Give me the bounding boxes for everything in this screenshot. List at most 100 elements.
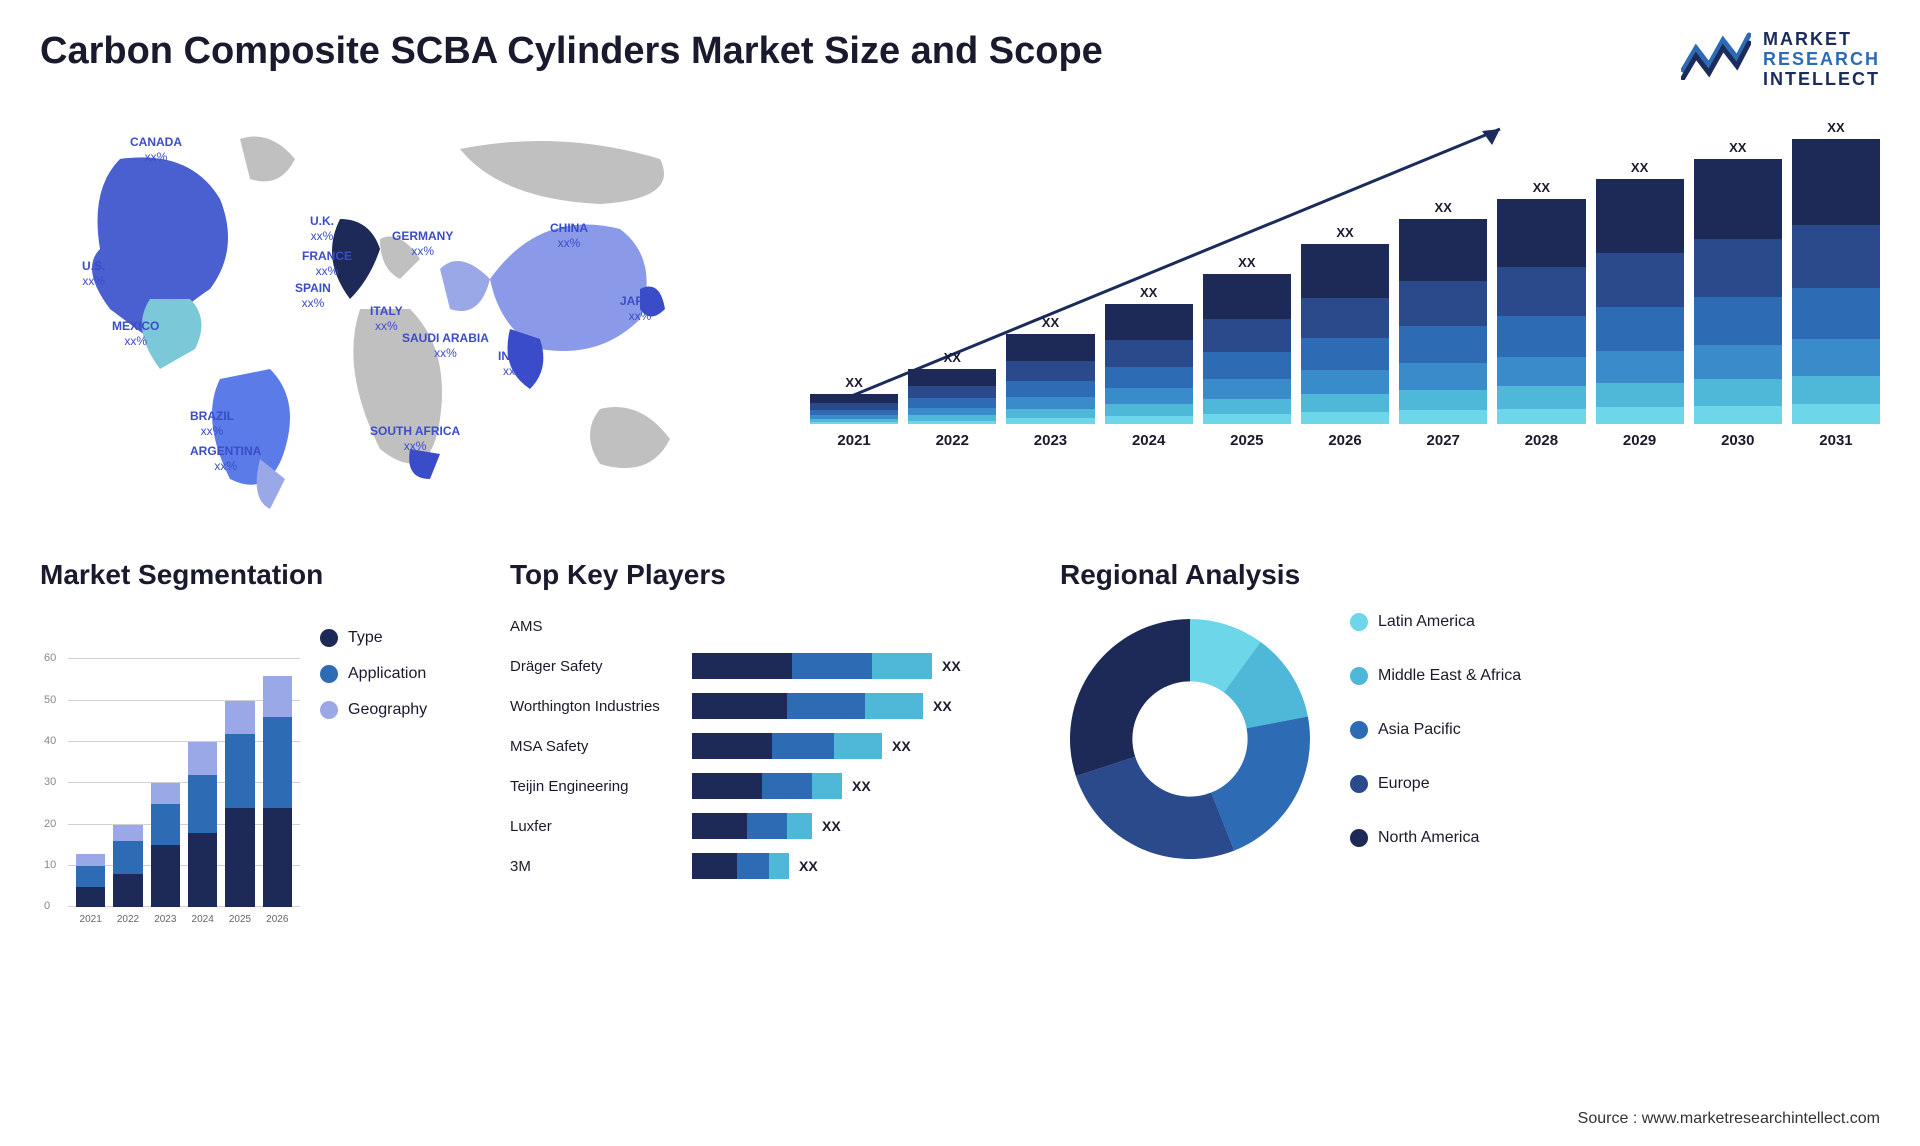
player-name: 3M xyxy=(510,858,680,875)
forecast-bar-label: XX xyxy=(1729,140,1746,155)
forecast-year-label: 2022 xyxy=(936,432,969,449)
forecast-bar: XX 2022 xyxy=(908,350,996,449)
segmentation-year-label: 2026 xyxy=(266,914,288,925)
forecast-bar-label: XX xyxy=(1336,225,1353,240)
forecast-year-label: 2027 xyxy=(1427,432,1460,449)
logo-text-2: RESEARCH xyxy=(1763,50,1880,70)
legend-item: Middle East & Africa xyxy=(1350,667,1521,685)
donut-slice xyxy=(1070,619,1190,776)
forecast-bar-label: XX xyxy=(944,350,961,365)
legend-item: Type xyxy=(320,629,480,647)
regional-legend: Latin America Middle East & Africa Asia Pa… xyxy=(1350,613,1521,865)
forecast-year-label: 2021 xyxy=(837,432,870,449)
player-row: AMS xyxy=(510,609,1030,643)
forecast-bar: XX 2023 xyxy=(1006,315,1094,449)
forecast-year-label: 2029 xyxy=(1623,432,1656,449)
forecast-year-label: 2031 xyxy=(1819,432,1852,449)
forecast-bar: XX2028 xyxy=(1497,180,1585,449)
legend-item: Europe xyxy=(1350,775,1521,793)
player-name: Worthington Industries xyxy=(510,698,680,715)
map-label: BRAZILxx% xyxy=(190,409,234,438)
player-name: AMS xyxy=(510,618,680,635)
player-row: Luxfer XX xyxy=(510,809,1030,843)
forecast-bar: XX 2027 xyxy=(1399,200,1487,449)
player-value: XX xyxy=(933,698,952,714)
forecast-bar-label: XX xyxy=(1631,160,1648,175)
map-label: MEXICOxx% xyxy=(112,319,159,348)
logo-text-1: MARKET xyxy=(1763,30,1880,50)
forecast-bar: XX 2026 xyxy=(1301,225,1389,449)
forecast-year-label: 2026 xyxy=(1328,432,1361,449)
map-label: CHINAxx% xyxy=(550,221,588,250)
forecast-bar: XX 2029 xyxy=(1596,160,1684,449)
segmentation-title: Market Segmentation xyxy=(40,559,480,591)
map-label: U.S.xx% xyxy=(82,259,105,288)
map-label: GERMANYxx% xyxy=(392,229,453,258)
player-value: XX xyxy=(799,858,818,874)
player-row: Dräger Safety XX xyxy=(510,649,1030,683)
legend-item: Latin America xyxy=(1350,613,1521,631)
player-name: Dräger Safety xyxy=(510,658,680,675)
map-label: JAPANxx% xyxy=(620,294,660,323)
logo-text-3: INTELLECT xyxy=(1763,70,1880,90)
regional-title: Regional Analysis xyxy=(1060,559,1880,591)
legend-item: Asia Pacific xyxy=(1350,721,1521,739)
player-value: XX xyxy=(892,738,911,754)
forecast-bar: XX2025 xyxy=(1203,255,1291,449)
legend-item: Application xyxy=(320,665,480,683)
forecast-bar: XX2024 xyxy=(1105,285,1193,449)
segmentation-year-label: 2021 xyxy=(80,914,102,925)
player-value: XX xyxy=(822,818,841,834)
segmentation-chart: 0102030405060202120222023202420252026 xyxy=(40,609,300,929)
forecast-bar-label: XX xyxy=(845,375,862,390)
donut-slice xyxy=(1076,757,1234,859)
segmentation-bar xyxy=(113,825,142,908)
forecast-bar-label: XX xyxy=(1042,315,1059,330)
segmentation-year-label: 2023 xyxy=(154,914,176,925)
segmentation-legend: Type Application Geography xyxy=(320,609,480,929)
players-title: Top Key Players xyxy=(510,559,1030,591)
player-name: Luxfer xyxy=(510,818,680,835)
map-label: CANADAxx% xyxy=(130,135,182,164)
segmentation-bar xyxy=(151,783,180,907)
forecast-year-label: 2025 xyxy=(1230,432,1263,449)
segmentation-bar xyxy=(76,854,105,908)
segmentation-year-label: 2022 xyxy=(117,914,139,925)
forecast-bar-label: XX xyxy=(1435,200,1452,215)
header: Carbon Composite SCBA Cylinders Market S… xyxy=(40,30,1880,89)
players-chart: AMS Dräger Safety XX Worthington Industries… xyxy=(510,609,1030,883)
map-label: ITALYxx% xyxy=(370,304,403,333)
brand-logo: MARKET RESEARCH INTELLECT xyxy=(1681,30,1880,89)
segmentation-bar xyxy=(263,676,292,907)
segmentation-year-label: 2025 xyxy=(229,914,251,925)
forecast-bar-label: XX xyxy=(1827,120,1844,135)
legend-item: North America xyxy=(1350,829,1521,847)
forecast-year-label: 2028 xyxy=(1525,432,1558,449)
legend-item: Geography xyxy=(320,701,480,719)
player-row: MSA Safety XX xyxy=(510,729,1030,763)
regional-donut-chart xyxy=(1060,609,1320,869)
logo-mark-icon xyxy=(1681,30,1751,80)
map-label: FRANCExx% xyxy=(302,249,352,278)
forecast-bar: XX 2030 xyxy=(1694,140,1782,449)
forecast-bar: XX 2031 xyxy=(1792,120,1880,449)
segmentation-panel: Market Segmentation 01020304050602021202… xyxy=(40,559,480,929)
map-label: SOUTH AFRICAxx% xyxy=(370,424,460,453)
player-name: MSA Safety xyxy=(510,738,680,755)
map-label: SAUDI ARABIAxx% xyxy=(402,331,489,360)
forecast-bar-label: XX xyxy=(1140,285,1157,300)
segmentation-year-label: 2024 xyxy=(192,914,214,925)
regional-panel: Regional Analysis Latin America Middle Ea… xyxy=(1060,559,1880,929)
forecast-year-label: 2023 xyxy=(1034,432,1067,449)
forecast-year-label: 2030 xyxy=(1721,432,1754,449)
player-name: Teijin Engineering xyxy=(510,778,680,795)
forecast-chart-panel: XX2021XX2022XX2023XX2024XX2025XX2026XX20… xyxy=(780,109,1880,519)
segmentation-bar xyxy=(188,742,217,907)
source-attribution: Source : www.marketresearchintellect.com xyxy=(1578,1110,1880,1128)
player-row: 3M XX xyxy=(510,849,1030,883)
player-value: XX xyxy=(852,778,871,794)
segmentation-bar xyxy=(225,701,254,908)
world-map-panel: CANADAxx%U.S.xx%MEXICOxx%BRAZILxx%ARGENT… xyxy=(40,109,740,519)
player-value: XX xyxy=(942,658,961,674)
players-panel: Top Key Players AMS Dräger Safety XX Worthi… xyxy=(510,559,1030,929)
